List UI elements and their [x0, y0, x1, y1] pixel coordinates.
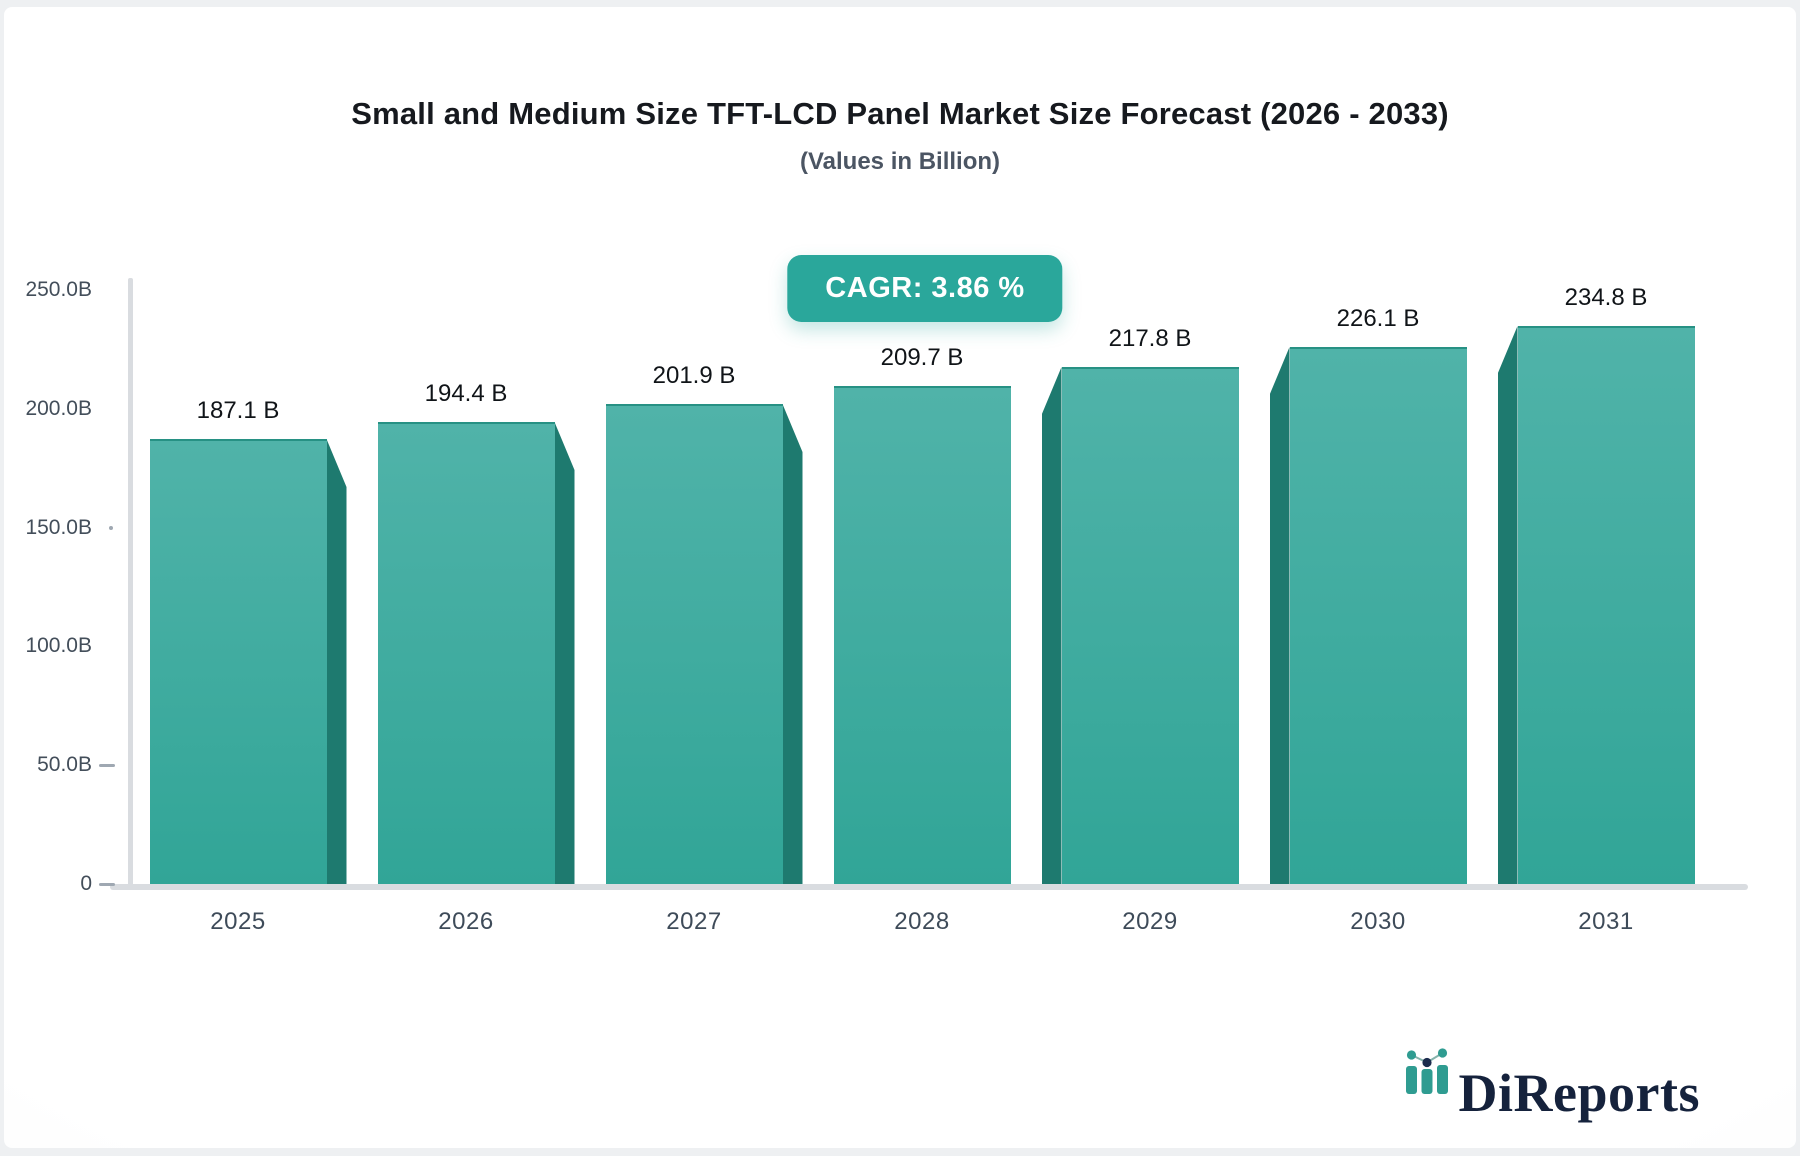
bar-slot-2027: 201.9 B — [580, 290, 808, 884]
x-axis-label-2030: 2030 — [1350, 908, 1406, 935]
bar-value-label: 209.7 B — [880, 344, 964, 371]
direports-logo: DiReports — [1404, 1046, 1700, 1120]
cagr-badge: CAGR: 3.86 % — [787, 255, 1063, 322]
bar-3d-side — [782, 404, 803, 884]
bar-value-label: 217.8 B — [1108, 325, 1192, 352]
x-axis-label-2027: 2027 — [666, 908, 722, 935]
x-axis-line — [110, 884, 1748, 890]
x-axis-label-2031: 2031 — [1578, 908, 1634, 935]
y-axis-label-0: 0 — [80, 872, 92, 895]
bar-face — [377, 422, 555, 884]
y-axis-label-100.0B: 100.0B — [25, 634, 92, 658]
bar-slot-2025: 187.1 B — [124, 290, 352, 884]
y-axis-label-250.0B: 250.0B — [25, 278, 92, 301]
bar-face — [149, 439, 327, 884]
bar-3d-side — [1497, 326, 1518, 884]
y-axis-tick-dot — [109, 525, 113, 530]
bar-3d-side — [326, 439, 347, 884]
x-axis-labels: 2025 2026 2027 2028 2029 2030 2031 — [124, 908, 1720, 936]
bar-2026: 194.4 B — [377, 380, 575, 884]
bar-face — [1289, 347, 1467, 884]
bar-face — [605, 404, 783, 884]
chart-title: Small and Medium Size TFT-LCD Panel Mark… — [351, 96, 1449, 131]
bar-value-label: 234.8 B — [1564, 284, 1648, 311]
bar-slot-2031: 234.8 B — [1492, 284, 1720, 884]
bar-3d-side — [1269, 347, 1290, 884]
bar-slot-2026: 194.4 B — [352, 290, 580, 884]
y-axis-tick — [99, 764, 115, 768]
bar-3d-side — [554, 422, 575, 884]
bar-face — [1517, 326, 1695, 884]
bar-face — [833, 386, 1011, 884]
bar-slot-2029: 217.8 B — [1036, 290, 1264, 884]
chart-subtitle: (Values in Billion) — [799, 148, 1001, 175]
bar-2027: 201.9 B — [605, 362, 803, 884]
bar-2029: 217.8 B — [1041, 325, 1239, 884]
x-axis-label-2029: 2029 — [1122, 908, 1178, 935]
y-axis-tick — [99, 883, 115, 886]
x-axis-label-2028: 2028 — [894, 908, 950, 935]
bar-slot-2030: 226.1 B — [1264, 290, 1492, 884]
bar-2025: 187.1 B — [149, 397, 347, 884]
x-axis-label-2026: 2026 — [438, 908, 494, 935]
bar-3d-side — [1041, 367, 1062, 884]
logo-text: DiReports — [1458, 1063, 1700, 1123]
bar-2030: 226.1 B — [1269, 305, 1467, 884]
bar-face — [1061, 367, 1239, 884]
bar-value-label: 187.1 B — [196, 397, 280, 424]
x-axis-label-2025: 2025 — [210, 908, 266, 935]
y-axis-label-200.0B: 200.0B — [25, 396, 92, 420]
y-axis-line — [128, 278, 133, 890]
bar-value-label: 194.4 B — [424, 380, 508, 407]
y-axis-label-150.0B: 150.0B — [25, 515, 92, 539]
bar-value-label: 201.9 B — [652, 362, 736, 389]
mini-bar-chart-icon — [1405, 1048, 1448, 1094]
bar-plot-area: 187.1 B 194.4 B 201.9 B 209.7 B 217.8 B 226.1… — [124, 284, 1720, 884]
y-axis-label-50.0B: 50.0B — [37, 753, 92, 777]
bar-value-label: 226.1 B — [1336, 305, 1420, 332]
bar-2031: 234.8 B — [1497, 284, 1695, 884]
bar-slot-2028: 209.7 B — [808, 290, 1036, 884]
bar-2028: 209.7 B — [833, 344, 1011, 884]
